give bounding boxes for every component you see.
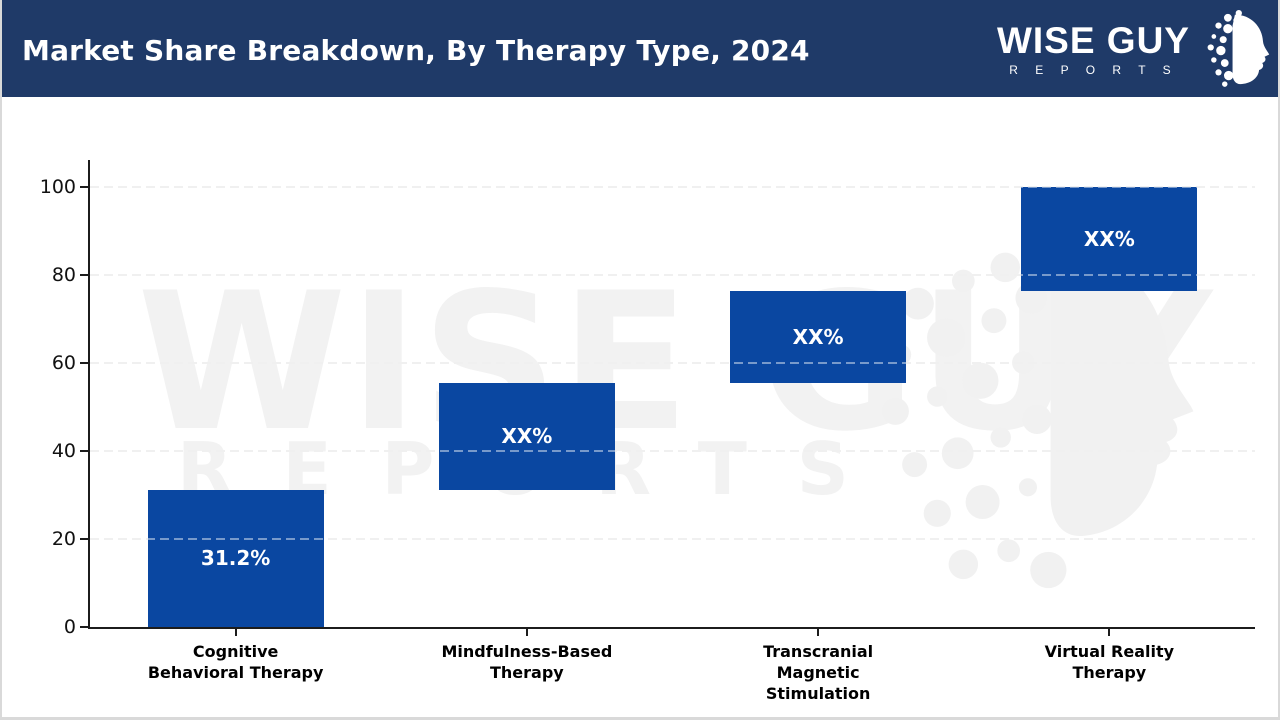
x-axis-labels: Cognitive Behavioral Therapy Mindfulness-B… xyxy=(2,97,1278,717)
x-category-label-line: Magnetic xyxy=(776,663,860,682)
bar-value-label: 31.2% xyxy=(200,546,271,571)
x-category-label-line: Virtual Reality xyxy=(1044,642,1175,661)
x-category-label-line: Stimulation xyxy=(765,684,871,703)
y-tick-mark xyxy=(80,186,88,188)
x-tick-mark xyxy=(817,629,820,636)
x-category-label: Transcranial Magnetic Stimulation xyxy=(678,641,958,704)
bar-value-label: XX% xyxy=(792,324,844,349)
x-category-label-line: Therapy xyxy=(1072,663,1147,682)
logo-text: WISE GUY R E P O R T S xyxy=(996,19,1190,77)
y-tick-label: 0 xyxy=(63,616,76,638)
bar: 31.2% xyxy=(147,489,324,627)
x-category-label: Virtual Reality Therapy xyxy=(969,641,1249,683)
x-category-label-line: Mindfulness-Based xyxy=(441,642,613,661)
gridline xyxy=(90,362,1255,364)
x-axis-line xyxy=(88,627,1255,629)
y-tick-label: 100 xyxy=(39,176,76,198)
x-tick-mark xyxy=(234,629,237,636)
gridline xyxy=(90,450,1255,452)
y-tick-label: 80 xyxy=(51,264,76,286)
y-tick-mark xyxy=(80,362,88,364)
y-tick-label: 20 xyxy=(51,528,76,550)
gridline-overlay xyxy=(90,538,1255,540)
bar: XX% xyxy=(730,290,907,383)
gridline xyxy=(90,186,1255,188)
x-category-label-line: Behavioral Therapy xyxy=(147,663,324,682)
y-tick-mark xyxy=(80,450,88,452)
gridline-overlay xyxy=(90,274,1255,276)
x-axis-ticks xyxy=(2,97,1278,717)
chart-title: Market Share Breakdown, By Therapy Type,… xyxy=(22,34,810,67)
logo-face-icon xyxy=(1207,10,1270,87)
x-category-label-line: Transcranial xyxy=(763,642,874,661)
y-tick-mark xyxy=(80,274,88,276)
header-bar: Market Share Breakdown, By Therapy Type,… xyxy=(2,0,1278,97)
logo-name: WISE GUY xyxy=(996,19,1190,61)
x-category-label: Mindfulness-Based Therapy xyxy=(387,641,667,683)
bar-value-label: XX% xyxy=(501,424,553,449)
y-axis-line xyxy=(88,160,90,629)
y-axis-ticks: 0 20 40 60 80 100 xyxy=(2,97,1278,717)
gridline-overlay xyxy=(90,362,1255,364)
gridline xyxy=(90,538,1255,540)
y-tick-mark xyxy=(80,626,88,628)
y-tick-label: 60 xyxy=(51,352,76,374)
wise-guy-logo: WISE GUY R E P O R T S xyxy=(997,6,1270,92)
logo-sub: R E P O R T S xyxy=(1009,62,1178,77)
gridlines xyxy=(2,97,1278,717)
gridline xyxy=(90,274,1255,276)
x-tick-mark xyxy=(1108,629,1111,636)
y-tick-mark xyxy=(80,538,88,540)
x-category-label: Cognitive Behavioral Therapy xyxy=(96,641,376,683)
bar-value-label: XX% xyxy=(1083,226,1135,251)
bar: XX% xyxy=(438,382,615,490)
x-category-label-line: Therapy xyxy=(490,663,564,682)
gridline-overlay xyxy=(90,450,1255,452)
gridlines-overlay xyxy=(2,97,1278,717)
x-category-label-line: Cognitive xyxy=(192,642,279,661)
gridline-overlay xyxy=(90,186,1255,188)
x-tick-mark xyxy=(525,629,528,636)
y-tick-label: 40 xyxy=(51,440,76,462)
